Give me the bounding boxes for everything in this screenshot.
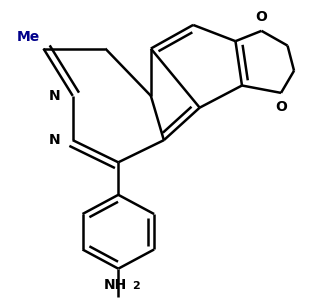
Text: O: O [275, 100, 287, 114]
Text: NH: NH [103, 278, 127, 292]
Text: N: N [49, 89, 61, 103]
Text: 2: 2 [132, 281, 140, 291]
Text: O: O [256, 10, 267, 24]
Text: Me: Me [17, 30, 40, 44]
Text: N: N [49, 133, 61, 147]
